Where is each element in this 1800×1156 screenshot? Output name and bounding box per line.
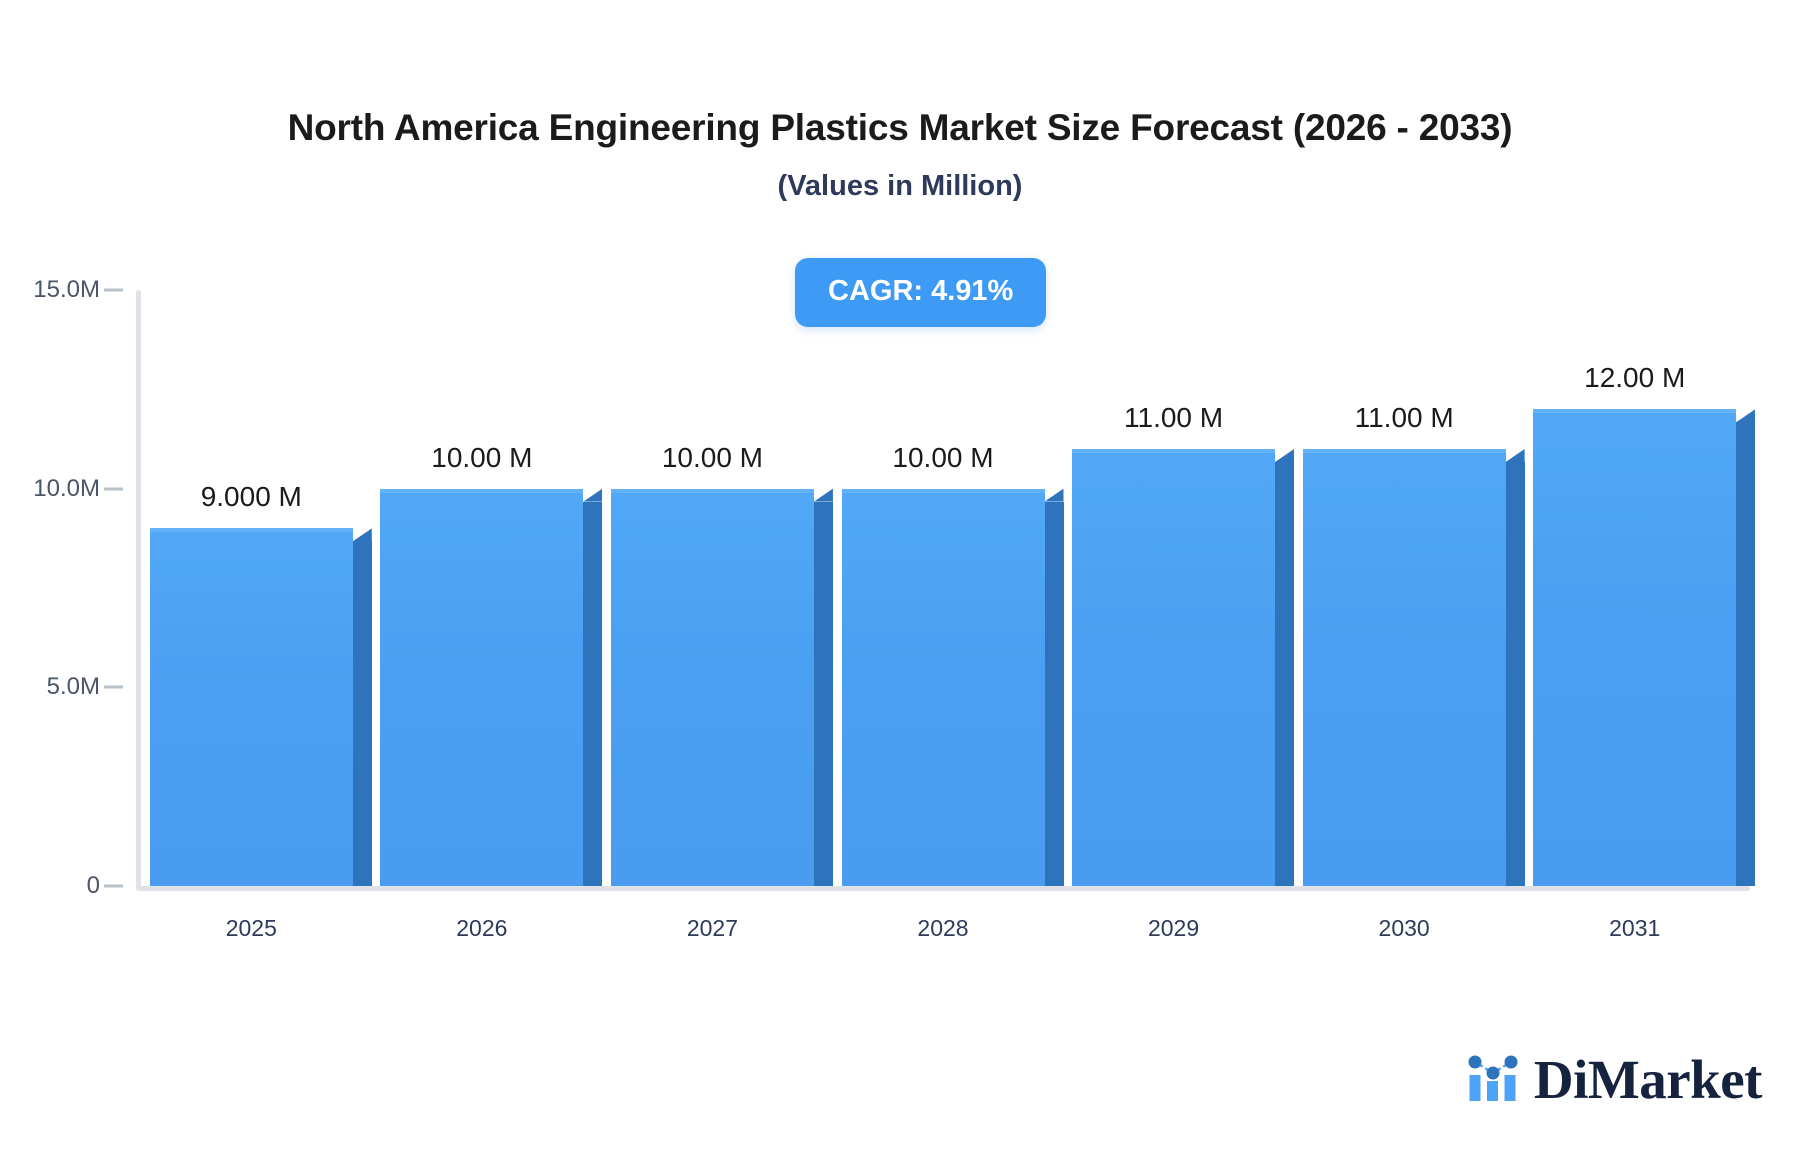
bar-side-face [813, 501, 833, 886]
bar-2025: 9.000 M [149, 481, 372, 886]
bar-side-face [1505, 461, 1525, 886]
x-axis-tick-label-2031: 2031 [1609, 915, 1661, 941]
bar-front-face [1072, 448, 1276, 886]
bar-side-face [1736, 422, 1756, 886]
x-axis-tick-label-2030: 2030 [1378, 915, 1430, 941]
bar-chart-logo-icon [1466, 1051, 1520, 1108]
y-axis-tick-mark [104, 288, 123, 292]
bar-front-face [610, 488, 814, 886]
bar-value-label: 11.00 M [1354, 401, 1454, 433]
x-axis-tick-label-2027: 2027 [686, 915, 739, 941]
y-axis-tick-label: 0 [86, 872, 100, 899]
bar-value-label: 10.00 M [661, 441, 764, 473]
bar-front-face [841, 488, 1045, 886]
title-block: North America Engineering Plastics Marke… [0, 107, 1800, 203]
bar-2028: 10.00 M [841, 442, 1064, 886]
bar-value-label: 10.00 M [892, 441, 994, 473]
bar-side-face [352, 541, 372, 886]
y-axis-tick-mark [104, 884, 123, 888]
y-axis-tick-mark [104, 685, 123, 689]
bar-2027: 10.00 M [610, 442, 833, 886]
y-axis-line [136, 290, 141, 890]
bar-2026: 10.00 M [380, 442, 603, 886]
bar-side-face [1044, 501, 1064, 886]
bar-value-label: 10.00 M [431, 441, 533, 473]
page-title: North America Engineering Plastics Marke… [287, 107, 1513, 148]
chart-subtitle: (Values in Million) [777, 169, 1023, 202]
bar-top-bevel [1505, 448, 1525, 462]
bar-top-bevel [1736, 409, 1756, 423]
y-axis-tick-label: 10.0M [33, 474, 100, 502]
x-axis-tick-label-2026: 2026 [456, 915, 508, 941]
bar-top-bevel [813, 488, 833, 502]
bar-value-label: 11.00 M [1124, 401, 1224, 433]
bar-value-label: 9.000 M [200, 481, 302, 513]
bar-front-face [149, 528, 353, 886]
bar-top-bevel [352, 528, 372, 542]
bar-top-bevel [1044, 488, 1064, 502]
bar-front-face [380, 488, 584, 886]
cagr-badge: CAGR: 4.91% [795, 258, 1047, 327]
bar-side-face [1275, 461, 1295, 886]
bar-2030: 11.00 M [1302, 402, 1525, 886]
x-axis-tick-label-2028: 2028 [917, 915, 969, 941]
bar-value-label: 12.00 M [1584, 362, 1686, 394]
x-axis-tick-label-2029: 2029 [1147, 915, 1200, 941]
bar-2029: 11.00 M [1072, 402, 1295, 886]
y-axis-tick-mark [104, 487, 123, 491]
y-axis-tick-label: 5.0M [46, 673, 100, 701]
brand-logo: DiMarket [1466, 1049, 1763, 1110]
y-axis-tick-label: 15.0M [33, 276, 100, 303]
x-axis-line [136, 886, 1750, 891]
bar-front-face [1302, 448, 1506, 886]
bar-2031: 12.00 M [1533, 362, 1756, 886]
bar-top-bevel [583, 488, 603, 502]
bar-front-face [1533, 409, 1737, 886]
bar-side-face [583, 501, 603, 886]
brand-name: DiMarket [1533, 1049, 1763, 1110]
x-axis-tick-label-2025: 2025 [225, 915, 277, 941]
bar-top-bevel [1275, 448, 1295, 462]
